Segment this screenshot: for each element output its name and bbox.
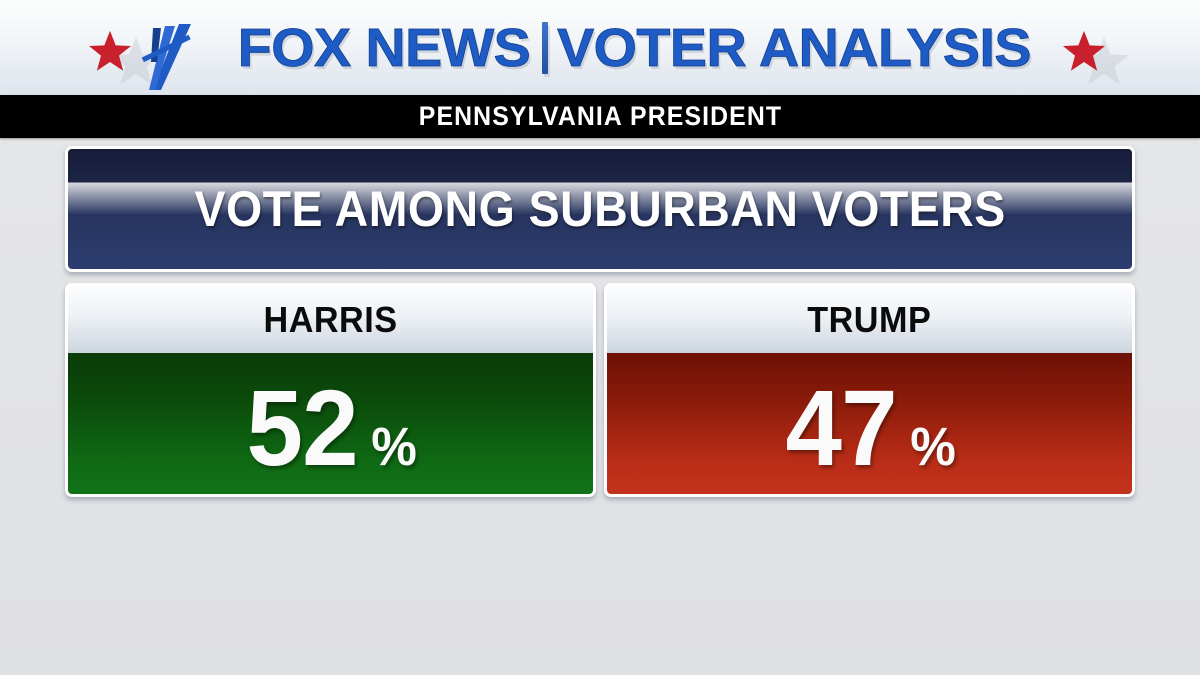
result-card-harris: HARRIS 52 % <box>65 283 596 497</box>
candidate-percent-value: 47 <box>785 366 898 488</box>
page-title: VOTE AMONG SUBURBAN VOTERS <box>194 181 1006 237</box>
percent-symbol: % <box>909 416 956 477</box>
candidate-name: HARRIS <box>263 298 398 340</box>
network-brand-bar: FOX NEWS VOTER ANALYSIS <box>0 0 1200 95</box>
vertical-divider-icon <box>541 21 548 74</box>
ghost-star-icon <box>1078 36 1130 91</box>
candidate-name: TRUMP <box>807 298 932 340</box>
candidate-name-header: TRUMP <box>607 286 1132 353</box>
question-title-panel: VOTE AMONG SUBURBAN VOTERS <box>65 146 1135 272</box>
result-card-trump: TRUMP 47 % <box>604 283 1135 497</box>
ghost-star-icon <box>110 36 162 91</box>
race-subheader: PENNSYLVANIA PRESIDENT <box>0 95 1200 138</box>
network-name: FOX NEWS <box>237 17 531 78</box>
percent-symbol: % <box>370 416 417 477</box>
race-title: PENNSYLVANIA PRESIDENT <box>418 101 782 131</box>
candidate-name-header: HARRIS <box>68 286 593 353</box>
fox-searchlight-icon <box>135 22 201 92</box>
candidate-percent-value: 52 <box>246 366 359 488</box>
candidate-result-bar: 52 % <box>68 353 593 494</box>
program-name: VOTER ANALYSIS <box>557 17 1032 78</box>
candidate-result-bar: 47 % <box>607 353 1132 494</box>
results-row: HARRIS 52 % TRUMP 47 % <box>65 283 1135 497</box>
